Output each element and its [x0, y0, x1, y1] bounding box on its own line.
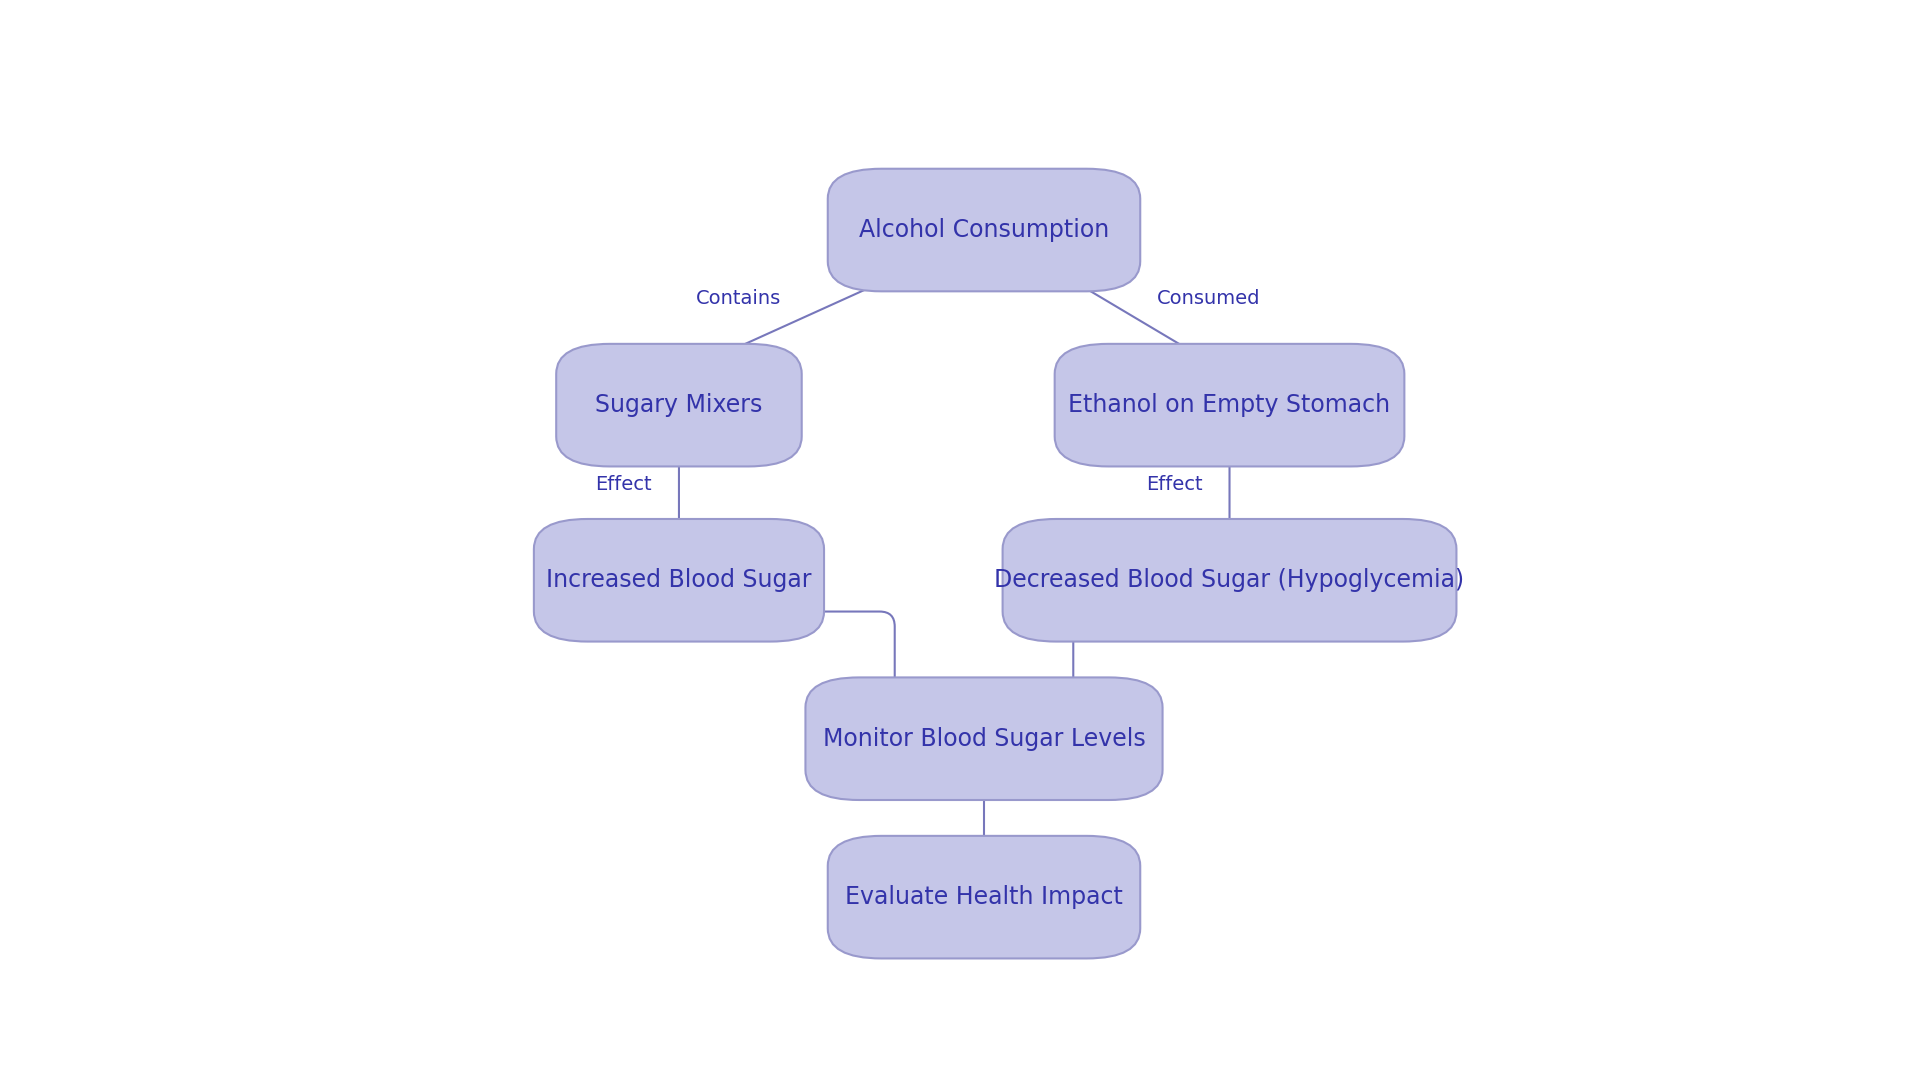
FancyBboxPatch shape [828, 169, 1140, 291]
Text: Evaluate Health Impact: Evaluate Health Impact [845, 885, 1123, 909]
FancyBboxPatch shape [828, 836, 1140, 958]
FancyBboxPatch shape [1054, 344, 1404, 467]
Text: Effect: Effect [1146, 474, 1202, 494]
Text: Sugary Mixers: Sugary Mixers [595, 393, 762, 417]
Text: Effect: Effect [595, 474, 653, 494]
FancyBboxPatch shape [806, 678, 1162, 800]
Text: Monitor Blood Sugar Levels: Monitor Blood Sugar Levels [822, 727, 1146, 751]
Text: Alcohol Consumption: Alcohol Consumption [858, 218, 1110, 242]
FancyBboxPatch shape [557, 344, 803, 467]
Text: Contains: Contains [695, 288, 781, 308]
Text: Consumed: Consumed [1158, 288, 1261, 308]
Text: Ethanol on Empty Stomach: Ethanol on Empty Stomach [1068, 393, 1390, 417]
Text: Decreased Blood Sugar (Hypoglycemia): Decreased Blood Sugar (Hypoglycemia) [995, 569, 1465, 592]
FancyBboxPatch shape [1002, 519, 1457, 641]
Text: Increased Blood Sugar: Increased Blood Sugar [545, 569, 812, 592]
FancyBboxPatch shape [534, 519, 824, 641]
